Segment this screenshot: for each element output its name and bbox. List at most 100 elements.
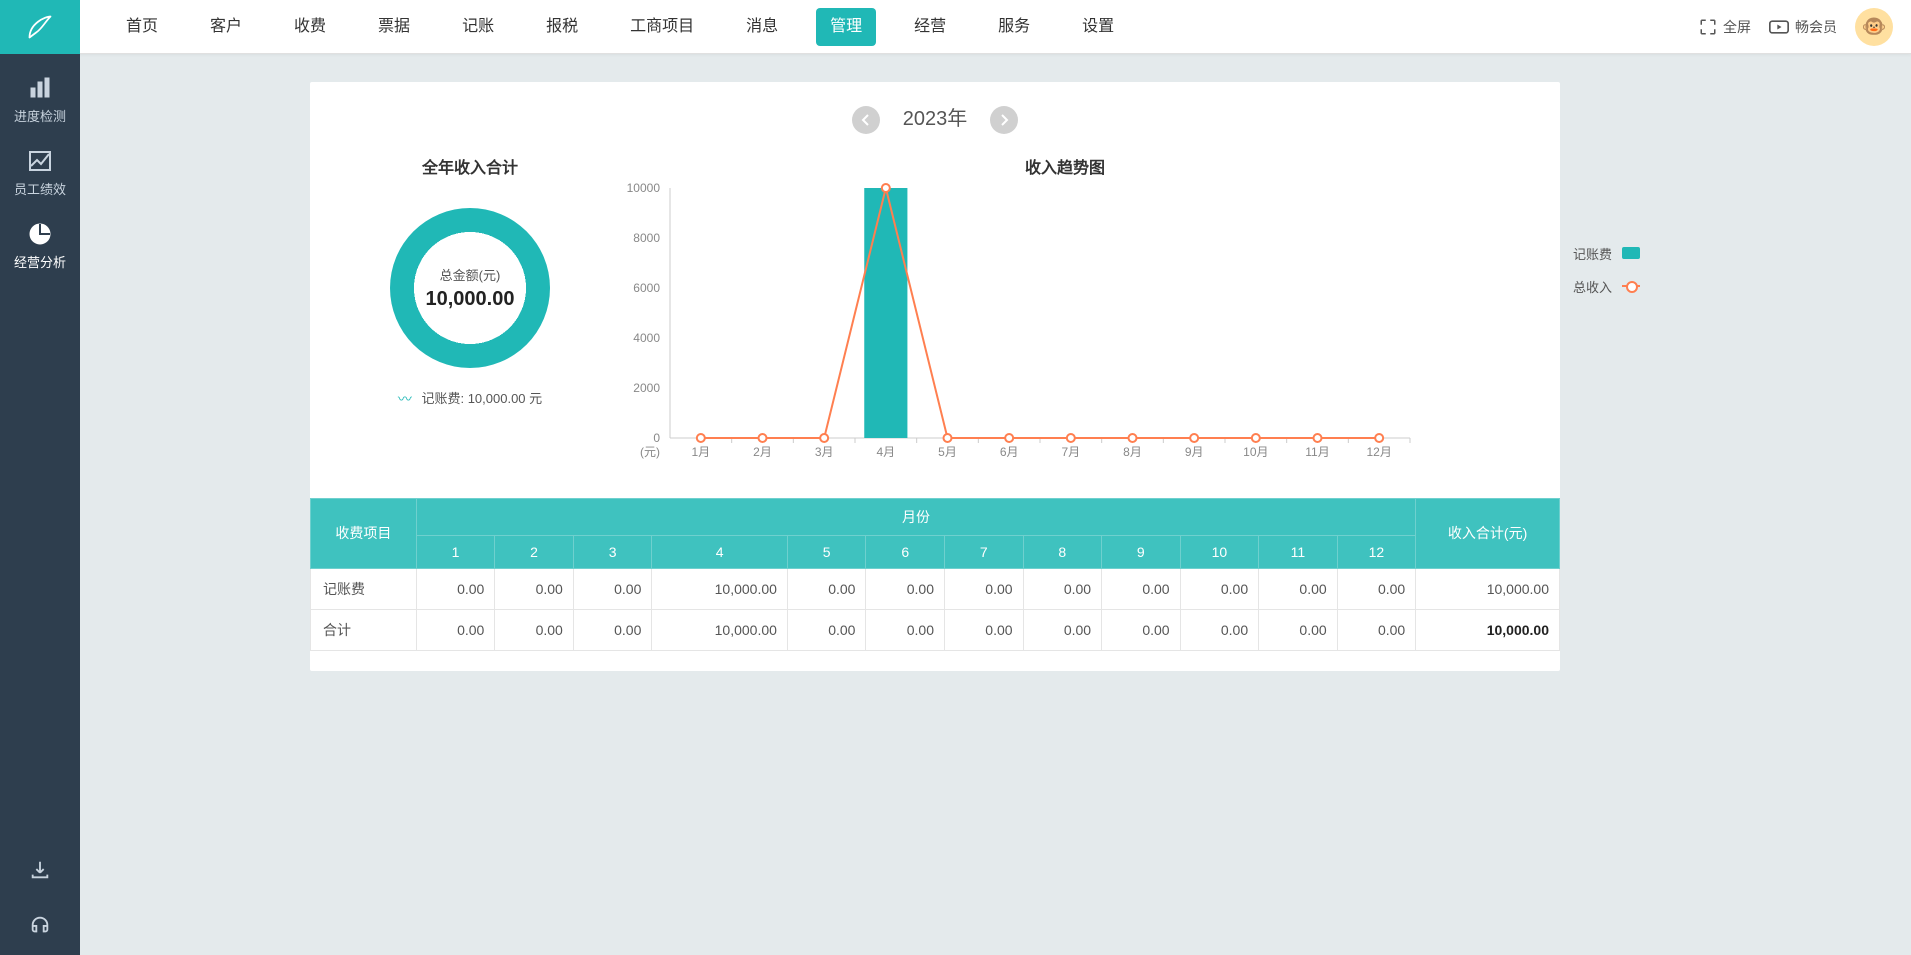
nav-item-7[interactable]: 消息: [720, 0, 804, 54]
download-icon: [29, 859, 51, 881]
bar-swatch-icon: [1622, 247, 1640, 259]
cell: 0.00: [866, 609, 945, 650]
svg-text:8000: 8000: [633, 231, 660, 245]
svg-text:2000: 2000: [633, 381, 660, 395]
month-header: 5: [787, 535, 866, 568]
cell: 0.00: [1023, 609, 1102, 650]
cell: 0.00: [787, 568, 866, 609]
bar-chart-icon: [28, 76, 52, 100]
nav-item-11[interactable]: 设置: [1056, 0, 1140, 54]
table-row: 记账费0.000.000.0010,000.000.000.000.000.00…: [311, 568, 1560, 609]
sidebar-item-2[interactable]: 经营分析: [0, 208, 80, 281]
nav-tabs: 首页客户收费票据记账报税工商项目消息管理经营服务设置: [80, 0, 1140, 54]
year-prev-button[interactable]: [852, 106, 880, 134]
cell: 0.00: [495, 609, 574, 650]
cell: 0.00: [1259, 568, 1338, 609]
svg-text:(元): (元): [640, 445, 660, 459]
sidebar-item-label: 经营分析: [14, 255, 66, 270]
member-label: 畅会员: [1795, 17, 1837, 37]
sidebar-item-1[interactable]: 员工绩效: [0, 135, 80, 208]
cell: 0.00: [1337, 609, 1416, 650]
cell: 0.00: [1259, 609, 1338, 650]
chart-section: 收入趋势图 02000400060008000100001月2月3月4月5月6月…: [600, 154, 1530, 478]
feather-icon: [26, 13, 54, 41]
fullscreen-button[interactable]: 全屏: [1699, 17, 1751, 37]
svg-text:12月: 12月: [1366, 445, 1391, 459]
donut-sublabel: 总金额(元): [440, 265, 501, 284]
svg-text:3月: 3月: [815, 445, 834, 459]
chevron-right-icon: [998, 114, 1010, 126]
member-button[interactable]: 畅会员: [1769, 17, 1837, 37]
main: 2023年 全年收入合计 总金额(元) 10,000.00 〰 记账费:: [80, 54, 1911, 955]
wave-icon: 〰: [398, 391, 412, 407]
line-chart-icon: [28, 149, 52, 173]
chart-legend: 记账费 总收入: [1573, 244, 1640, 310]
donut-legend-value: 10,000.00 元: [468, 391, 542, 406]
cell: 10,000.00: [652, 609, 788, 650]
svg-text:4月: 4月: [876, 445, 895, 459]
cell: 0.00: [787, 609, 866, 650]
year-label: 2023年: [900, 102, 970, 131]
pie-chart-icon: [28, 222, 52, 246]
revenue-table: 收费项目月份收入合计(元)123456789101112记账费0.000.000…: [310, 498, 1560, 651]
fullscreen-label: 全屏: [1723, 17, 1751, 37]
layout: 进度检测员工绩效经营分析 2023年 全年收入合: [0, 54, 1911, 955]
download-button[interactable]: [0, 845, 80, 900]
svg-text:9月: 9月: [1185, 445, 1204, 459]
legend-bar-label: 记账费: [1573, 244, 1612, 263]
avatar[interactable]: 🐵: [1855, 8, 1893, 46]
nav-item-0[interactable]: 首页: [100, 0, 184, 54]
nav-item-6[interactable]: 工商项目: [604, 0, 720, 54]
donut-section: 全年收入合计 总金额(元) 10,000.00 〰 记账费: 10,000.00…: [340, 154, 600, 478]
topbar-right: 全屏 畅会员 🐵: [1699, 8, 1911, 46]
month-header: 11: [1259, 535, 1338, 568]
play-icon: [1769, 20, 1789, 34]
cell: 10,000.00: [652, 568, 788, 609]
month-header: 3: [573, 535, 652, 568]
nav-item-3[interactable]: 票据: [352, 0, 436, 54]
nav-item-8[interactable]: 管理: [816, 8, 876, 46]
chart-title: 收入趋势图: [600, 154, 1530, 178]
table-section: 收费项目月份收入合计(元)123456789101112记账费0.000.000…: [310, 498, 1560, 651]
nav-item-5[interactable]: 报税: [520, 0, 604, 54]
nav-item-2[interactable]: 收费: [268, 0, 352, 54]
svg-text:2月: 2月: [753, 445, 772, 459]
cell: 0.00: [1180, 609, 1259, 650]
total-col-header: 收入合计(元): [1416, 498, 1560, 568]
month-header: 6: [866, 535, 945, 568]
cell: 0.00: [1337, 568, 1416, 609]
row-header: 收费项目: [311, 498, 417, 568]
nav-item-9[interactable]: 经营: [888, 0, 972, 54]
line-swatch-icon: [1622, 285, 1640, 287]
cell: 0.00: [495, 568, 574, 609]
svg-text:4000: 4000: [633, 331, 660, 345]
svg-text:6月: 6月: [1000, 445, 1019, 459]
logo[interactable]: [0, 0, 80, 54]
month-header: 2: [495, 535, 574, 568]
cell: 0.00: [945, 609, 1024, 650]
sidebar-item-0[interactable]: 进度检测: [0, 62, 80, 135]
trend-chart: 02000400060008000100001月2月3月4月5月6月7月8月9月…: [600, 178, 1420, 478]
svg-text:6000: 6000: [633, 281, 660, 295]
legend-line: 总收入: [1573, 277, 1640, 296]
cell: 0.00: [1102, 609, 1181, 650]
nav-item-4[interactable]: 记账: [436, 0, 520, 54]
svg-text:7月: 7月: [1061, 445, 1080, 459]
cell: 0.00: [1102, 568, 1181, 609]
svg-text:8月: 8月: [1123, 445, 1142, 459]
month-header: 4: [652, 535, 788, 568]
support-button[interactable]: [0, 900, 80, 955]
cell: 0.00: [1180, 568, 1259, 609]
nav-item-1[interactable]: 客户: [184, 0, 268, 54]
nav-item-10[interactable]: 服务: [972, 0, 1056, 54]
month-header: 10: [1180, 535, 1259, 568]
sidebar-item-label: 员工绩效: [14, 182, 66, 197]
sidebar: 进度检测员工绩效经营分析: [0, 54, 80, 955]
month-header: 9: [1102, 535, 1181, 568]
row-total: 10,000.00: [1416, 568, 1560, 609]
total-row: 合计0.000.000.0010,000.000.000.000.000.000…: [311, 609, 1560, 650]
legend-line-label: 总收入: [1573, 277, 1612, 296]
year-next-button[interactable]: [990, 106, 1018, 134]
group-header: 月份: [416, 498, 1415, 535]
cell: 0.00: [573, 568, 652, 609]
